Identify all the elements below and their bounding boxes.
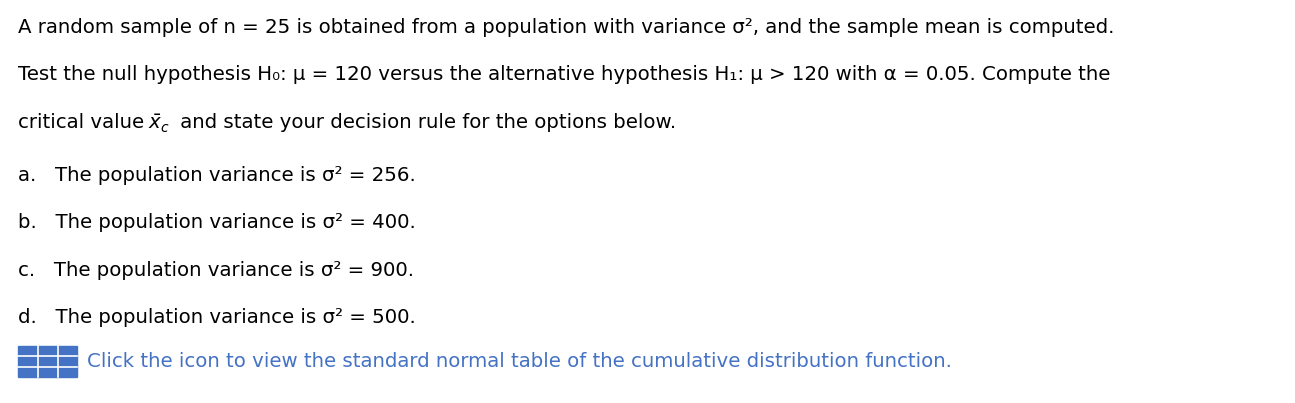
Text: critical value: critical value	[18, 113, 150, 132]
FancyBboxPatch shape	[18, 345, 78, 377]
Text: A random sample of n = 25 is obtained from a population with variance σ², and th: A random sample of n = 25 is obtained fr…	[18, 18, 1115, 37]
Text: Click the icon to view the standard normal table of the cumulative distribution : Click the icon to view the standard norm…	[87, 352, 952, 371]
Text: and state your decision rule for the options below.: and state your decision rule for the opt…	[174, 113, 676, 132]
Text: $\bar{x}_c$: $\bar{x}_c$	[148, 113, 170, 135]
Text: c.   The population variance is σ² = 900.: c. The population variance is σ² = 900.	[18, 261, 414, 280]
Text: d.   The population variance is σ² = 500.: d. The population variance is σ² = 500.	[18, 308, 416, 327]
Text: b.   The population variance is σ² = 400.: b. The population variance is σ² = 400.	[18, 213, 416, 233]
Text: Test the null hypothesis H₀: μ = 120 versus the alternative hypothesis H₁: μ > 1: Test the null hypothesis H₀: μ = 120 ver…	[18, 65, 1111, 84]
Text: a.   The population variance is σ² = 256.: a. The population variance is σ² = 256.	[18, 166, 416, 185]
